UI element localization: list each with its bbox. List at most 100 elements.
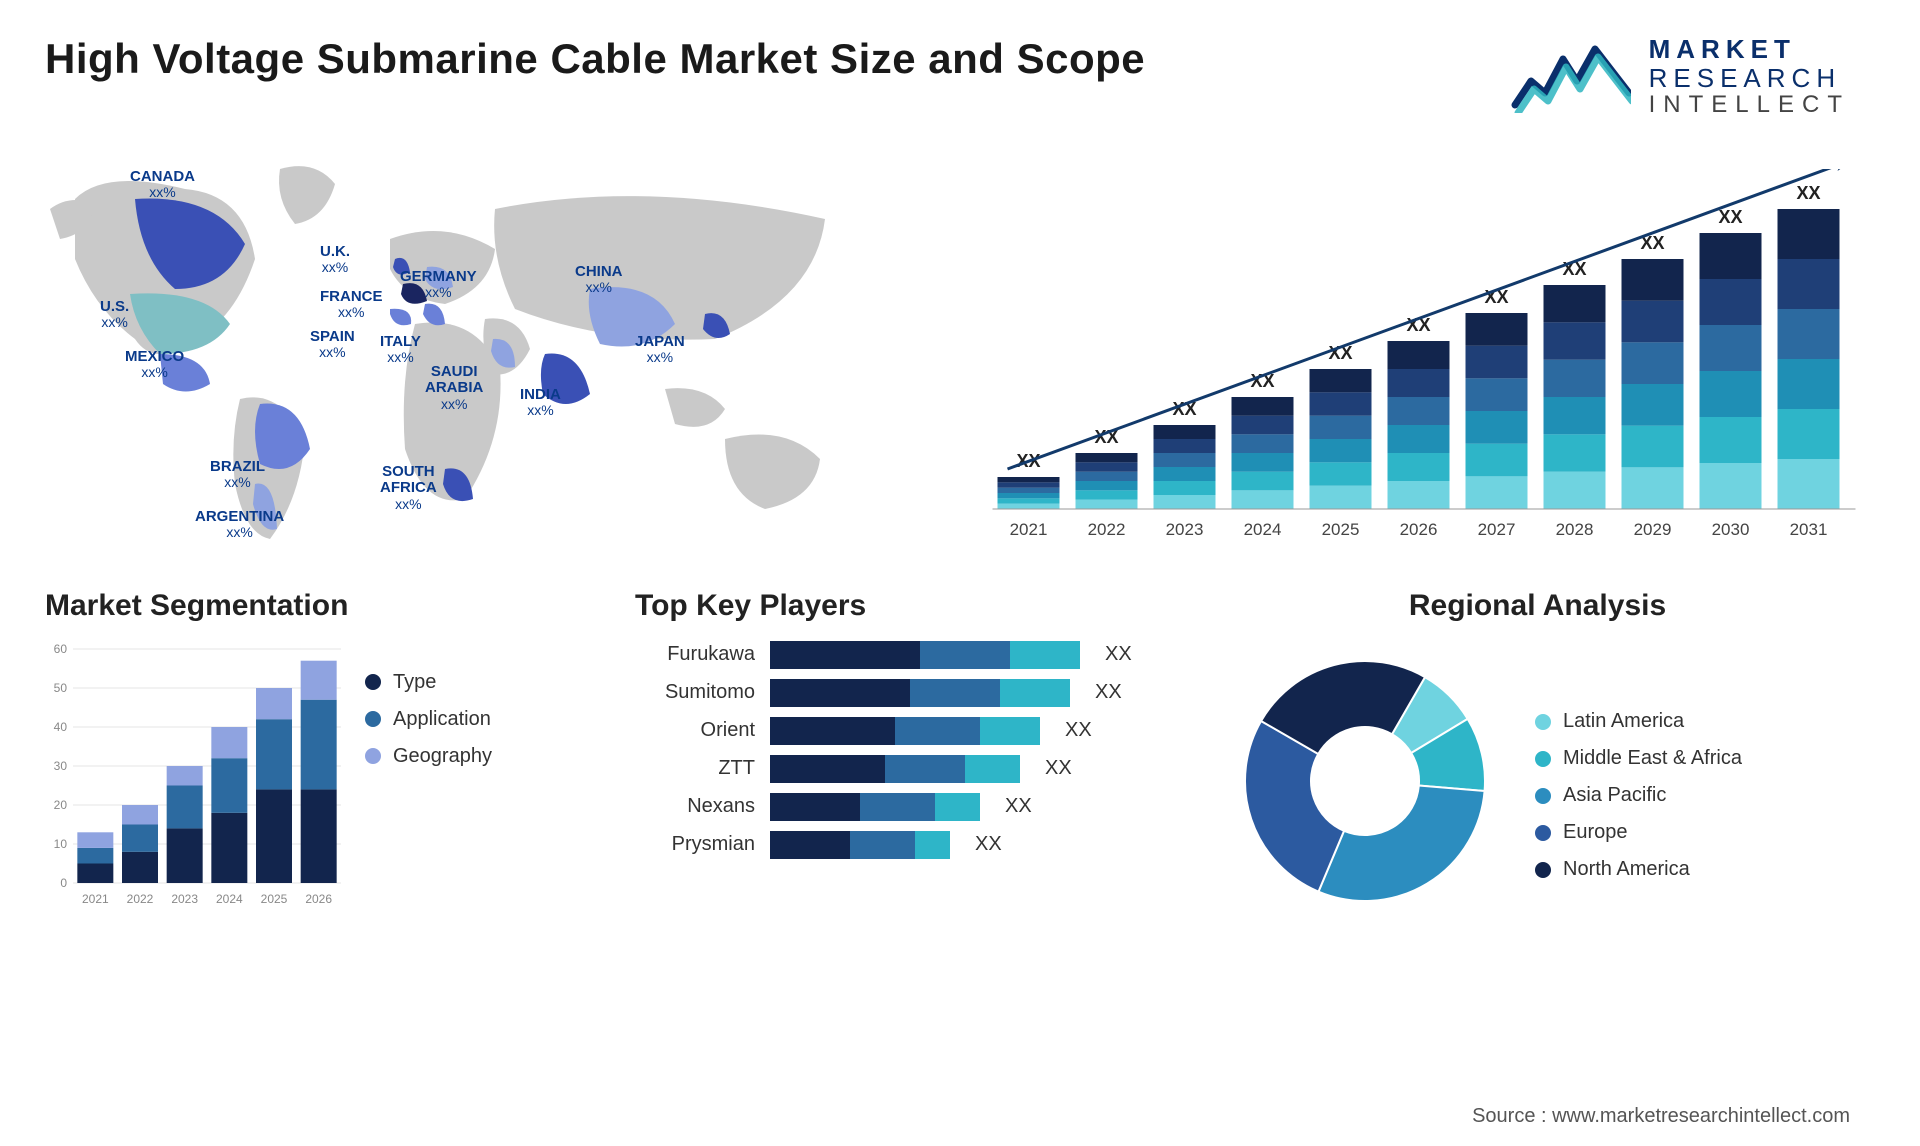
- map-label-india: INDIAxx%: [520, 387, 561, 420]
- map-label-u-k-: U.K.xx%: [320, 244, 350, 277]
- map-label-canada: CANADAxx%: [130, 169, 195, 202]
- svg-text:2028: 2028: [1556, 520, 1594, 539]
- header: High Voltage Submarine Cable Market Size…: [0, 0, 1920, 139]
- legend-item-latin-america: Latin America: [1535, 710, 1742, 733]
- player-bar-segment: [885, 755, 965, 783]
- legend-item-north-america: North America: [1535, 858, 1742, 881]
- svg-text:2024: 2024: [1244, 520, 1282, 539]
- players-list: Furukawa XX Sumitomo XX Orient XX ZTT XX Nexans X…: [635, 641, 1185, 859]
- legend-dot-icon: [1535, 751, 1551, 767]
- legend-item-asia-pacific: Asia Pacific: [1535, 784, 1742, 807]
- player-bar-segment: [770, 679, 910, 707]
- player-bar-segment: [895, 717, 980, 745]
- svg-text:2027: 2027: [1478, 520, 1516, 539]
- player-value: XX: [1005, 795, 1032, 818]
- legend-item-europe: Europe: [1535, 821, 1742, 844]
- player-bar-segment: [770, 641, 920, 669]
- segmentation-title: Market Segmentation: [45, 589, 595, 623]
- player-name: Orient: [635, 719, 755, 742]
- player-name: ZTT: [635, 757, 755, 780]
- player-bar-segment: [910, 679, 1000, 707]
- svg-text:2022: 2022: [127, 892, 154, 906]
- player-row-ztt: ZTT XX: [635, 755, 1165, 783]
- legend-dot-icon: [1535, 788, 1551, 804]
- legend-item-geography: Geography: [365, 745, 492, 768]
- regional-donut: [1225, 641, 1505, 921]
- logo-icon: [1511, 41, 1631, 113]
- map-label-u-s-: U.S.xx%: [100, 299, 129, 332]
- players-panel: Top Key Players Furukawa XX Sumitomo XX Orie…: [635, 589, 1185, 921]
- map-label-italy: ITALYxx%: [380, 334, 421, 367]
- player-name: Furukawa: [635, 643, 755, 666]
- player-bar-segment: [915, 831, 950, 859]
- page-title: High Voltage Submarine Cable Market Size…: [45, 35, 1145, 83]
- player-value: XX: [1105, 643, 1132, 666]
- svg-text:10: 10: [54, 837, 68, 851]
- svg-text:0: 0: [60, 876, 67, 890]
- logo-line-2: RESEARCH: [1649, 64, 1850, 93]
- svg-text:20: 20: [54, 798, 68, 812]
- map-label-argentina: ARGENTINAxx%: [195, 509, 284, 542]
- svg-text:2024: 2024: [216, 892, 243, 906]
- player-name: Sumitomo: [635, 681, 755, 704]
- player-bar-segment: [1000, 679, 1070, 707]
- segmentation-legend: Type Application Geography: [365, 641, 492, 768]
- svg-text:2029: 2029: [1634, 520, 1672, 539]
- logo-line-1: MARKET: [1649, 35, 1850, 64]
- svg-text:2025: 2025: [1322, 520, 1360, 539]
- legend-item-middle-east-africa: Middle East & Africa: [1535, 747, 1742, 770]
- player-bar: [770, 717, 1040, 745]
- player-value: XX: [1095, 681, 1122, 704]
- legend-item-application: Application: [365, 708, 492, 731]
- player-bar-segment: [920, 641, 1010, 669]
- player-value: XX: [975, 833, 1002, 856]
- svg-text:2030: 2030: [1712, 520, 1750, 539]
- player-value: XX: [1045, 757, 1072, 780]
- player-bar: [770, 679, 1070, 707]
- players-title: Top Key Players: [635, 589, 1185, 623]
- top-row: CANADAxx%U.S.xx%MEXICOxx%BRAZILxx%ARGENT…: [0, 139, 1920, 589]
- legend-dot-icon: [1535, 825, 1551, 841]
- player-bar: [770, 755, 1020, 783]
- svg-text:50: 50: [54, 681, 68, 695]
- regional-panel: Regional Analysis Latin America Middle Ea…: [1225, 589, 1850, 921]
- svg-text:2021: 2021: [82, 892, 109, 906]
- svg-text:2023: 2023: [171, 892, 198, 906]
- player-bar: [770, 793, 980, 821]
- player-bar-segment: [770, 755, 885, 783]
- source-text: Source : www.marketresearchintellect.com: [1472, 1105, 1850, 1128]
- legend-dot-icon: [1535, 714, 1551, 730]
- map-label-japan: JAPANxx%: [635, 334, 685, 367]
- svg-text:2026: 2026: [305, 892, 332, 906]
- regional-title: Regional Analysis: [1225, 589, 1850, 623]
- svg-text:30: 30: [54, 759, 68, 773]
- player-bar-segment: [935, 793, 980, 821]
- player-bar-segment: [770, 793, 860, 821]
- bottom-row: Market Segmentation 01020304050602021202…: [0, 589, 1920, 921]
- world-map-panel: CANADAxx%U.S.xx%MEXICOxx%BRAZILxx%ARGENT…: [45, 139, 945, 549]
- legend-dot-icon: [1535, 862, 1551, 878]
- player-bar-segment: [965, 755, 1020, 783]
- map-label-france: FRANCExx%: [320, 289, 383, 322]
- map-label-mexico: MEXICOxx%: [125, 349, 184, 382]
- logo-line-3: INTELLECT: [1649, 92, 1850, 118]
- map-label-germany: GERMANYxx%: [400, 269, 477, 302]
- player-bar: [770, 641, 1080, 669]
- legend-item-type: Type: [365, 671, 492, 694]
- player-name: Nexans: [635, 795, 755, 818]
- svg-text:40: 40: [54, 720, 68, 734]
- player-bar-segment: [860, 793, 935, 821]
- player-bar-segment: [770, 831, 850, 859]
- brand-logo: MARKET RESEARCH INTELLECT: [1511, 35, 1850, 119]
- svg-text:2031: 2031: [1790, 520, 1828, 539]
- legend-dot-icon: [365, 674, 381, 690]
- player-bar-segment: [980, 717, 1040, 745]
- map-label-china: CHINAxx%: [575, 264, 623, 297]
- player-bar-segment: [770, 717, 895, 745]
- map-label-saudi-arabia: SAUDIARABIAxx%: [425, 364, 483, 414]
- svg-text:XX: XX: [1718, 207, 1742, 227]
- map-label-spain: SPAINxx%: [310, 329, 355, 362]
- svg-text:2021: 2021: [1010, 520, 1048, 539]
- player-value: XX: [1065, 719, 1092, 742]
- segmentation-chart: 0102030405060202120222023202420252026: [45, 641, 345, 911]
